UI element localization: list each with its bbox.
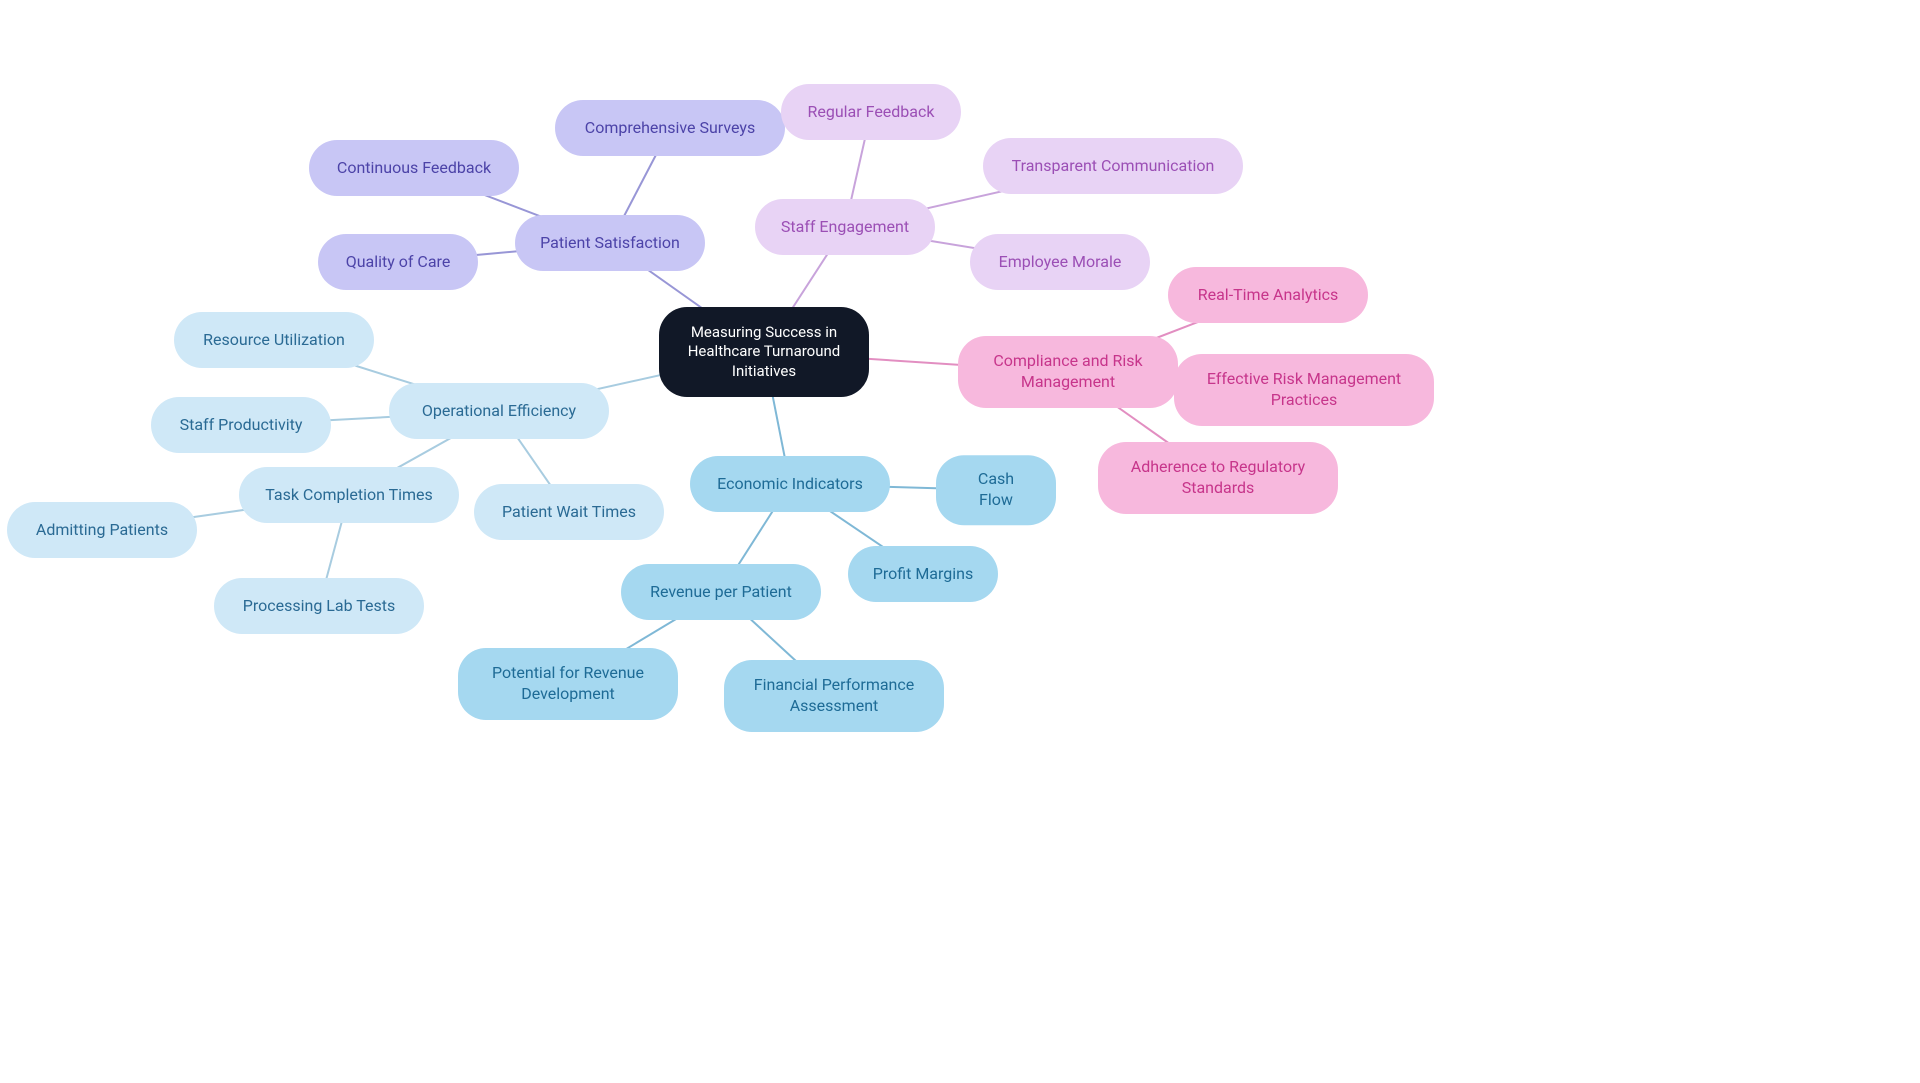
node-label: Financial PerformanceAssessment	[754, 675, 915, 717]
mindmap-node-quality_care: Quality of Care	[318, 234, 478, 290]
node-label: Patient Satisfaction	[540, 233, 680, 254]
node-label: Task Completion Times	[265, 485, 433, 506]
node-label: Staff Productivity	[180, 415, 303, 436]
mindmap-node-emp_morale: Employee Morale	[970, 234, 1150, 290]
node-label: Adherence to RegulatoryStandards	[1131, 457, 1305, 499]
node-label: Comprehensive Surveys	[585, 118, 755, 139]
node-label: Transparent Communication	[1012, 156, 1215, 177]
mindmap-node-res_util: Resource Utilization	[174, 312, 374, 368]
mindmap-node-profit: Profit Margins	[848, 546, 998, 602]
node-label: Effective Risk ManagementPractices	[1207, 369, 1401, 411]
node-label: Cash Flow	[960, 469, 1032, 511]
node-label: Resource Utilization	[203, 330, 345, 351]
node-label: Processing Lab Tests	[243, 596, 396, 617]
mindmap-node-op_eff: Operational Efficiency	[389, 383, 609, 439]
mindmap-node-task_comp: Task Completion Times	[239, 467, 459, 523]
node-label: Real-Time Analytics	[1198, 285, 1338, 306]
mindmap-node-patient_sat: Patient Satisfaction	[515, 215, 705, 271]
node-label: Quality of Care	[346, 252, 451, 273]
mindmap-node-realtime: Real-Time Analytics	[1168, 267, 1368, 323]
mindmap-node-risk_mgmt: Effective Risk ManagementPractices	[1174, 354, 1434, 426]
mindmap-node-rev_dev: Potential for RevenueDevelopment	[458, 648, 678, 720]
mindmap-node-trans_comm: Transparent Communication	[983, 138, 1243, 194]
mindmap-node-wait_times: Patient Wait Times	[474, 484, 664, 540]
mindmap-node-compliance: Compliance and RiskManagement	[958, 336, 1178, 408]
mindmap-node-rev_patient: Revenue per Patient	[621, 564, 821, 620]
mindmap-node-regulatory: Adherence to RegulatoryStandards	[1098, 442, 1338, 514]
mindmap-node-staff_eng: Staff Engagement	[755, 199, 935, 255]
node-label: Employee Morale	[999, 252, 1122, 273]
node-label: Admitting Patients	[36, 520, 168, 541]
node-label: Measuring Success inHealthcare Turnaroun…	[688, 323, 841, 382]
node-label: Patient Wait Times	[502, 502, 636, 523]
node-label: Profit Margins	[873, 564, 973, 585]
mindmap-node-econ_ind: Economic Indicators	[690, 456, 890, 512]
mindmap-node-center: Measuring Success inHealthcare Turnaroun…	[659, 307, 869, 397]
mindmap-node-admitting: Admitting Patients	[7, 502, 197, 558]
node-label: Staff Engagement	[781, 217, 909, 238]
node-label: Regular Feedback	[808, 102, 935, 123]
node-label: Continuous Feedback	[337, 158, 491, 179]
node-label: Compliance and RiskManagement	[993, 351, 1142, 393]
mindmap-node-comp_surveys: Comprehensive Surveys	[555, 100, 785, 156]
mindmap-node-cashflow: Cash Flow	[936, 455, 1056, 525]
node-label: Economic Indicators	[717, 474, 863, 495]
mindmap-edges	[0, 0, 1920, 1083]
mindmap-node-fin_perf: Financial PerformanceAssessment	[724, 660, 944, 732]
node-label: Potential for RevenueDevelopment	[492, 663, 644, 705]
mindmap-node-reg_feedback: Regular Feedback	[781, 84, 961, 140]
node-label: Operational Efficiency	[422, 401, 576, 422]
node-label: Revenue per Patient	[650, 582, 792, 603]
mindmap-node-staff_prod: Staff Productivity	[151, 397, 331, 453]
mindmap-node-cont_feedback: Continuous Feedback	[309, 140, 519, 196]
mindmap-node-lab_tests: Processing Lab Tests	[214, 578, 424, 634]
